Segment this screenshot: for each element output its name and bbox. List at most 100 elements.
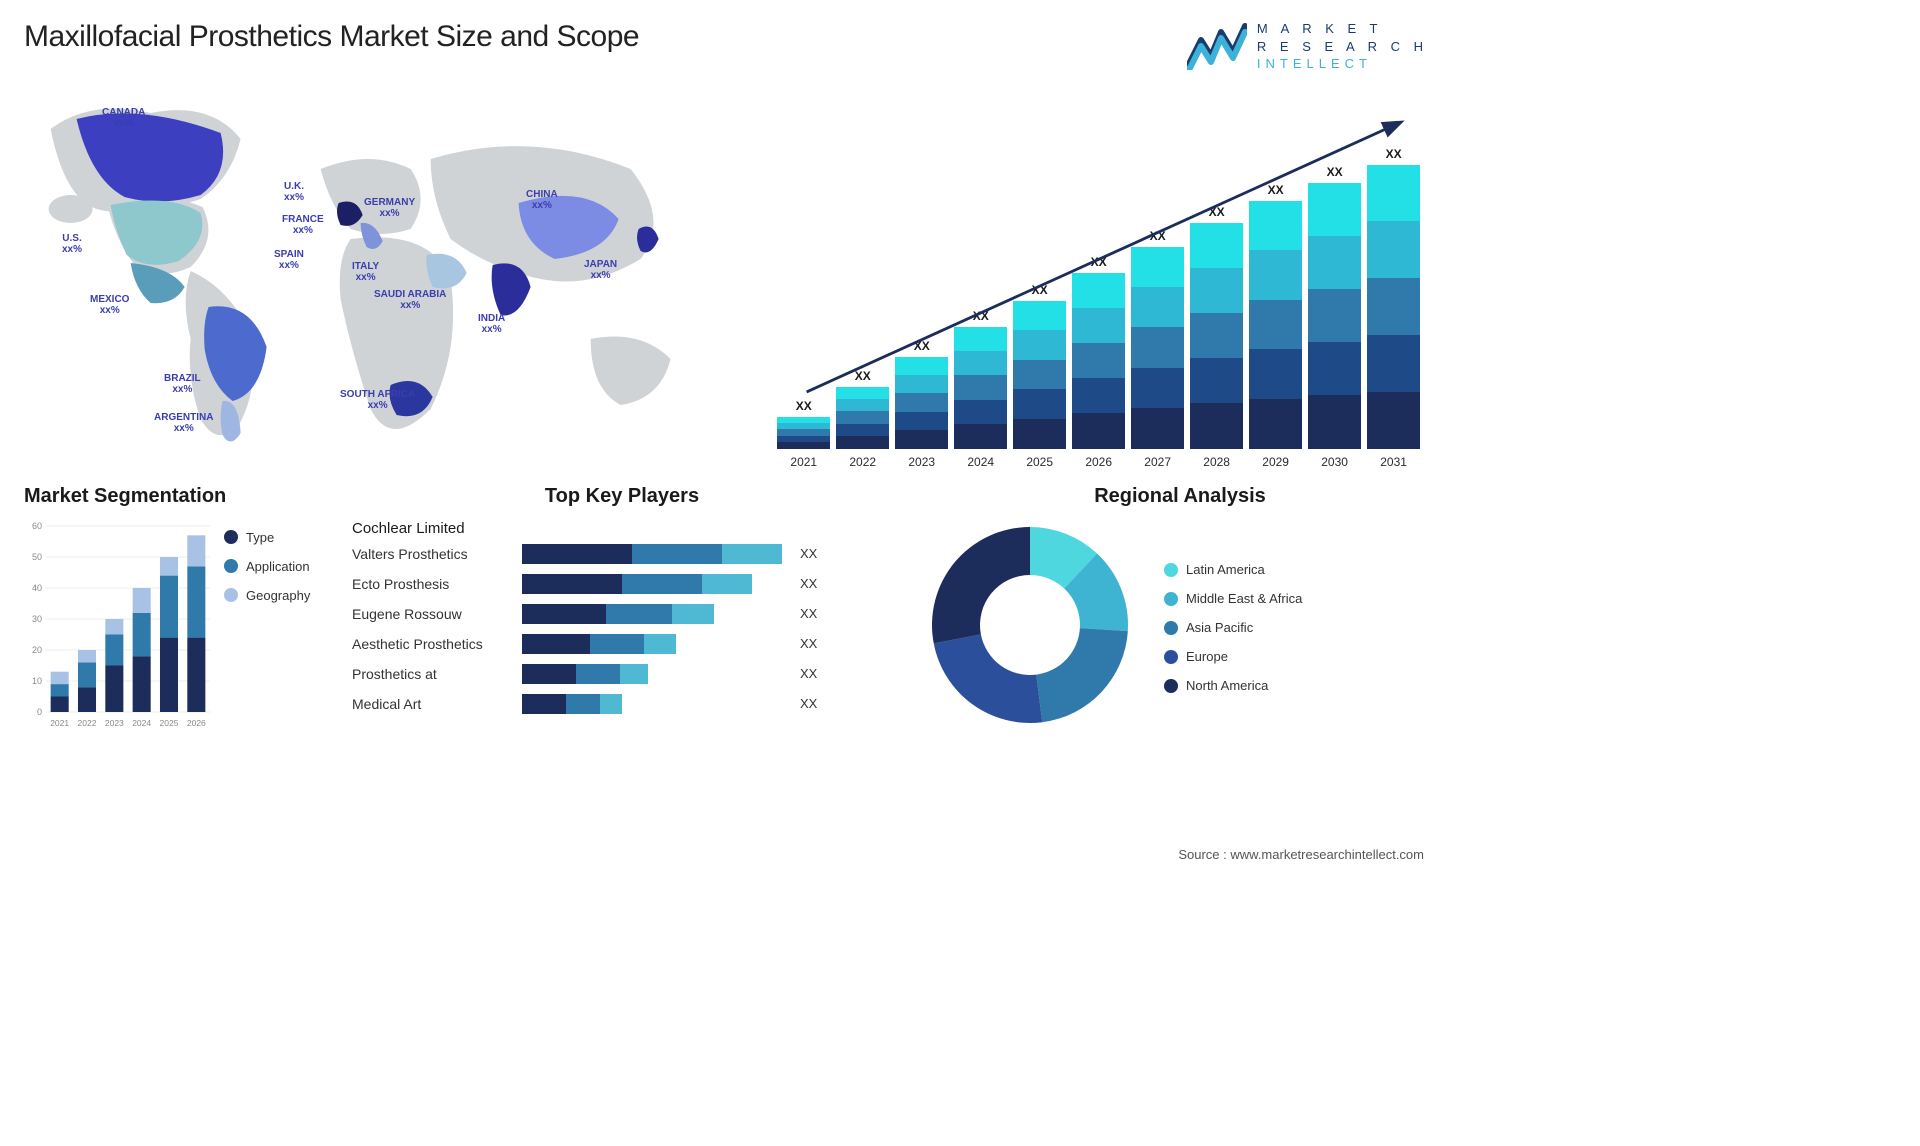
growth-bar-year: 2027 <box>1144 455 1171 469</box>
keyplayers-row: Eugene Rossouw XX <box>352 599 892 629</box>
map-svg <box>24 89 737 469</box>
keyplayers-row: Medical Art XX <box>352 689 892 719</box>
growth-chart: XX2021XX2022XX2023XX2024XX2025XX2026XX20… <box>769 89 1428 469</box>
legend-label: Latin America <box>1186 562 1265 577</box>
growth-bar-value: XX <box>1268 183 1284 197</box>
keyplayers-bar <box>522 634 792 654</box>
svg-text:40: 40 <box>32 583 42 593</box>
keyplayers-name: Medical Art <box>352 696 522 712</box>
map-label: FRANCExx% <box>282 214 324 237</box>
growth-bar: XX2025 <box>1013 283 1066 469</box>
svg-text:2023: 2023 <box>105 718 124 728</box>
svg-text:2024: 2024 <box>132 718 151 728</box>
growth-bar: XX 2028 <box>1190 205 1243 469</box>
legend-swatch-icon <box>1164 679 1178 693</box>
growth-bar-value: XX <box>855 369 871 383</box>
svg-text:20: 20 <box>32 645 42 655</box>
legend-swatch-icon <box>1164 650 1178 664</box>
growth-bar: XX2022 <box>836 369 889 469</box>
map-label: GERMANYxx% <box>364 197 415 220</box>
growth-bar-value: XX <box>1091 255 1107 269</box>
svg-text:2021: 2021 <box>50 718 69 728</box>
map-label: JAPANxx% <box>584 259 617 282</box>
growth-bar-year: 2026 <box>1085 455 1112 469</box>
legend-item: Type <box>224 530 324 545</box>
keyplayers-panel: Top Key Players Cochlear LimitedValters … <box>352 485 892 755</box>
legend-item: Middle East & Africa <box>1164 591 1440 606</box>
keyplayers-name: Eugene Rossouw <box>352 606 522 622</box>
legend-item: Geography <box>224 588 324 603</box>
map-label: SOUTH AFRICAxx% <box>340 389 415 412</box>
logo-line3: INTELLECT <box>1257 55 1428 73</box>
keyplayers-row: Ecto Prosthesis XX <box>352 569 892 599</box>
svg-text:10: 10 <box>32 676 42 686</box>
map-label: CANADAxx% <box>102 107 145 130</box>
legend-swatch-icon <box>1164 563 1178 577</box>
growth-bar-value: XX <box>1386 147 1402 161</box>
legend-swatch-icon <box>224 588 238 602</box>
growth-bar: XX2023 <box>895 339 948 469</box>
legend-label: Asia Pacific <box>1186 620 1253 635</box>
legend-label: Geography <box>246 588 310 603</box>
growth-bar-year: 2028 <box>1203 455 1230 469</box>
map-label: ARGENTINAxx% <box>154 412 213 435</box>
segmentation-chart: 0102030405060202120222023202420252026 <box>24 520 214 755</box>
legend-item: North America <box>1164 678 1440 693</box>
legend-label: Middle East & Africa <box>1186 591 1302 606</box>
growth-bar-year: 2030 <box>1321 455 1348 469</box>
keyplayers-value: XX <box>792 606 832 621</box>
svg-text:60: 60 <box>32 521 42 531</box>
keyplayers-row: Aesthetic ProstheticsXX <box>352 629 892 659</box>
segmentation-panel: Market Segmentation 01020304050602021202… <box>24 485 324 755</box>
keyplayers-bar <box>522 604 792 624</box>
legend-label: North America <box>1186 678 1268 693</box>
keyplayers-row: Prosthetics atXX <box>352 659 892 689</box>
growth-bar: XX 2031 <box>1367 147 1420 469</box>
segmentation-heading: Market Segmentation <box>24 485 324 508</box>
map-label: CHINAxx% <box>526 189 558 212</box>
legend-item: Latin America <box>1164 562 1440 577</box>
map-label: ITALYxx% <box>352 261 379 284</box>
keyplayers-bar <box>522 574 792 594</box>
regional-panel: Regional Analysis Latin AmericaMiddle Ea… <box>920 485 1440 755</box>
world-map: CANADAxx%U.S.xx%MEXICOxx%BRAZILxx%ARGENT… <box>24 89 737 469</box>
legend-label: Europe <box>1186 649 1228 664</box>
legend-swatch-icon <box>1164 621 1178 635</box>
svg-text:2026: 2026 <box>187 718 206 728</box>
growth-bar-value: XX <box>1209 205 1225 219</box>
growth-bar-year: 2021 <box>790 455 817 469</box>
keyplayers-bar <box>522 694 792 714</box>
keyplayers-name: Aesthetic Prosthetics <box>352 636 522 652</box>
svg-text:0: 0 <box>37 707 42 717</box>
legend-item: Application <box>224 559 324 574</box>
logo-icon <box>1187 22 1247 70</box>
growth-bar-value: XX <box>914 339 930 353</box>
growth-bar: XX 2027 <box>1131 229 1184 469</box>
growth-bar-year: 2025 <box>1026 455 1053 469</box>
keyplayers-name: Ecto Prosthesis <box>352 576 522 592</box>
map-label: U.S.xx% <box>62 233 82 256</box>
map-label: SAUDI ARABIAxx% <box>374 289 446 312</box>
keyplayers-value: XX <box>792 696 832 711</box>
regional-legend: Latin America Middle East & Africa Asia Pa… <box>1164 556 1440 693</box>
keyplayers-value: XX <box>792 576 832 591</box>
map-label: SPAINxx% <box>274 249 304 272</box>
legend-swatch-icon <box>1164 592 1178 606</box>
growth-bar-year: 2024 <box>967 455 994 469</box>
growth-bar-value: XX <box>796 399 812 413</box>
brand-logo: M A R K E T R E S E A R C H INTELLECT <box>1187 20 1428 73</box>
keyplayers-name: Valters Prosthetics <box>352 546 522 562</box>
keyplayers-bar <box>522 664 792 684</box>
map-label: BRAZILxx% <box>164 373 201 396</box>
growth-bar: XX2030 <box>1308 165 1361 469</box>
growth-bar-year: 2029 <box>1262 455 1289 469</box>
growth-bar-value: XX <box>1150 229 1166 243</box>
growth-bar-year: 2031 <box>1380 455 1407 469</box>
map-label: U.K.xx% <box>284 181 304 204</box>
keyplayers-name: Prosthetics at <box>352 666 522 682</box>
legend-item: Asia Pacific <box>1164 620 1440 635</box>
growth-bar-value: XX <box>973 309 989 323</box>
legend-label: Type <box>246 530 274 545</box>
source-note: Source : www.marketresearchintellect.com <box>1178 847 1424 862</box>
svg-text:2025: 2025 <box>160 718 179 728</box>
